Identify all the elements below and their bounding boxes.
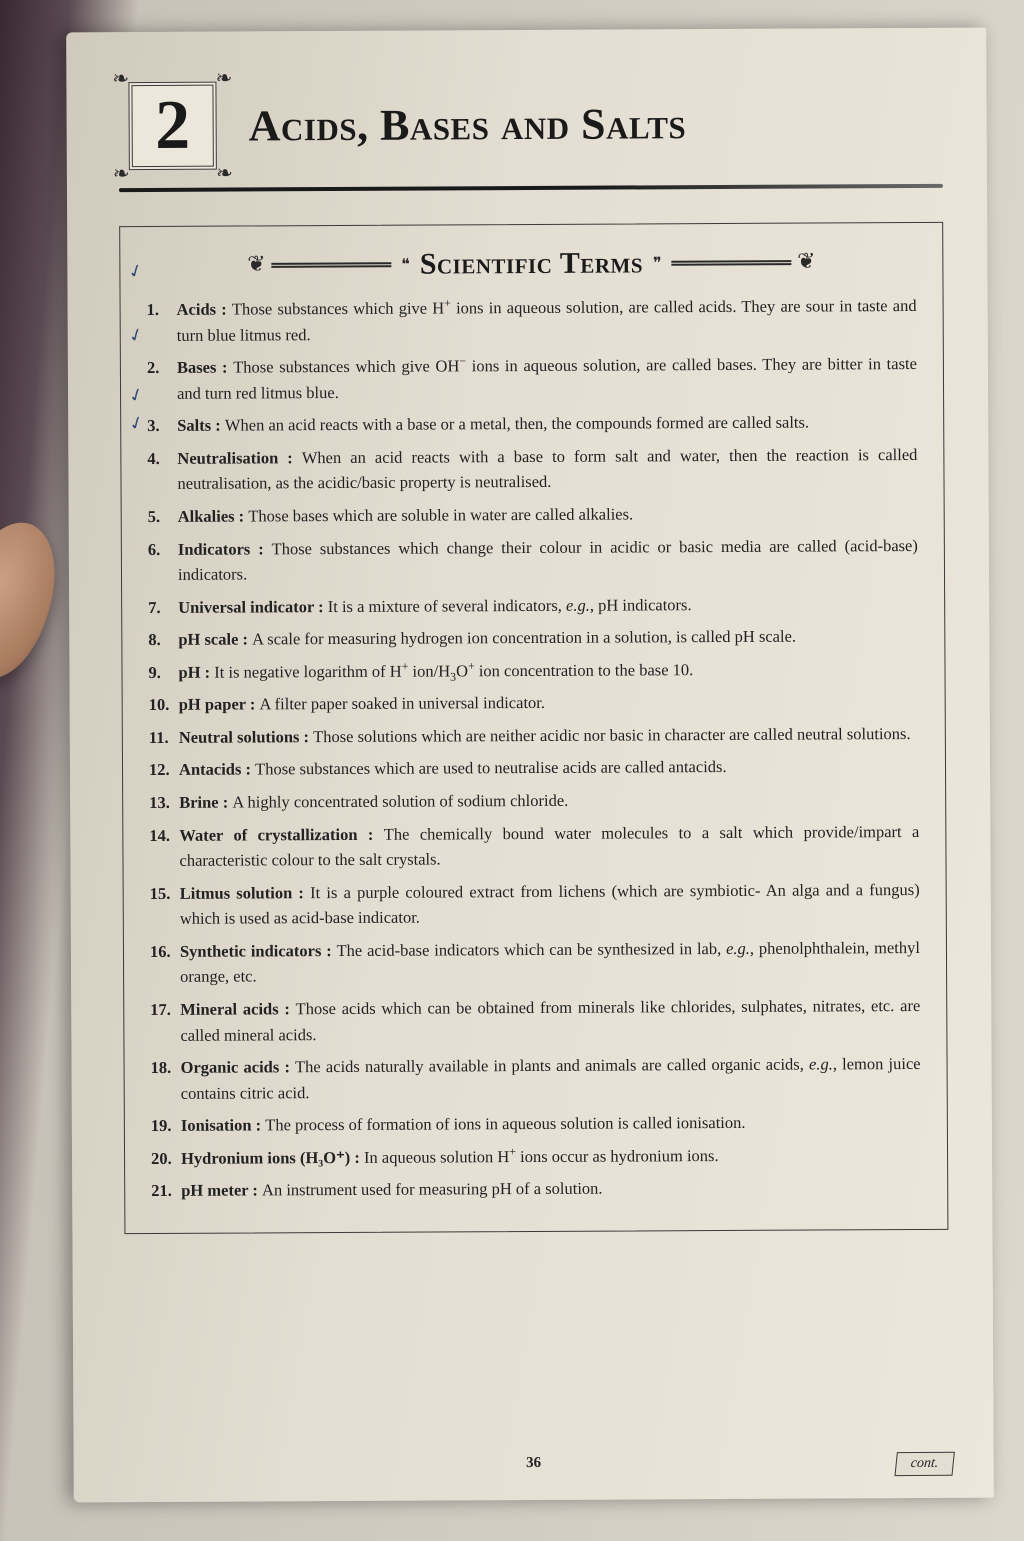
quote-mark-icon: ❝ — [401, 255, 410, 275]
term-item: pH : It is negative logarithm of H+ ion/… — [148, 656, 918, 686]
term-definition: Those substances which give H+ ions in a… — [177, 296, 917, 344]
term-item: Bases : Those substances which give OH− … — [147, 351, 917, 406]
term-name: Alkalies : — [178, 506, 249, 525]
term-definition: An instrument used for measuring pH of a… — [262, 1179, 603, 1200]
term-name: Water of crystallization : — [179, 824, 384, 844]
term-definition: Those substances which change their colo… — [178, 535, 918, 583]
term-definition: Those bases which are soluble in water a… — [248, 504, 633, 525]
term-name: Universal indicator : — [178, 597, 328, 617]
term-name: Antacids : — [179, 760, 255, 779]
section-title: Scientific Terms — [420, 246, 643, 281]
term-name: Organic acids : — [181, 1057, 296, 1077]
term-definition: It is negative logarithm of H+ ion/H3O+ … — [214, 660, 693, 682]
term-item: Ionisation : The process of formation of… — [151, 1109, 921, 1139]
term-definition: A highly concentrated solution of sodium… — [232, 791, 568, 812]
term-item: Synthetic indicators : The acid-base ind… — [150, 935, 920, 990]
page-footer: 36 — [74, 1453, 994, 1475]
quote-mark-icon: ❞ — [653, 253, 662, 273]
term-name: Mineral acids : — [180, 999, 295, 1019]
term-item: Hydronium ions (H₃O⁺) : In aqueous solut… — [151, 1142, 921, 1172]
term-definition: Those substances which give OH− ions in … — [177, 354, 917, 402]
term-name: Neutral solutions : — [179, 727, 313, 747]
term-definition: When an acid reacts with a base or a met… — [225, 413, 809, 435]
horizontal-rule — [119, 184, 943, 192]
term-name: Brine : — [179, 793, 232, 812]
section-header: ❝ Scientific Terms ❞ — [146, 245, 916, 283]
term-item: Brine : A highly concentrated solution o… — [149, 786, 919, 816]
term-name: Indicators : — [178, 539, 272, 558]
term-item: pH paper : A filter paper soaked in univ… — [149, 688, 919, 718]
continued-tab: cont. — [895, 1452, 955, 1476]
term-item: Acids : Those substances which give H+ i… — [147, 293, 917, 348]
term-item: Litmus solution : It is a purple coloure… — [150, 877, 920, 932]
term-name: pH : — [178, 662, 214, 681]
term-item: Neutralisation : When an acid reacts wit… — [147, 442, 917, 497]
term-item: pH meter : An instrument used for measur… — [151, 1174, 921, 1204]
term-definition: It is a mixture of several indicators, e… — [328, 595, 692, 616]
hand-holding-page — [0, 510, 73, 690]
term-item: Organic acids : The acids naturally avai… — [151, 1051, 921, 1106]
chapter-header: ❧ ❧ ❧ ❧ 2 Acids, Bases and Salts — [118, 68, 943, 180]
term-name: Ionisation : — [181, 1116, 265, 1135]
term-definition: The process of formation of ions in aque… — [265, 1113, 745, 1135]
scientific-terms-box: ✓ ✓ ✓ ✓ ❝ Scientific Terms ❞ Acids : Tho… — [119, 222, 948, 1234]
handwritten-tick-icon: ✓ — [125, 259, 146, 284]
term-item: Antacids : Those substances which are us… — [149, 753, 919, 783]
term-name: Hydronium ions (H₃O⁺) : — [181, 1148, 364, 1168]
term-name: Acids : — [177, 300, 232, 319]
term-definition: A filter paper soaked in universal indic… — [259, 693, 545, 713]
term-name: pH paper : — [179, 695, 260, 714]
handwritten-tick-icon: ✓ — [126, 323, 147, 348]
ornament-line-icon — [672, 253, 792, 274]
textbook-page: ❧ ❧ ❧ ❧ 2 Acids, Bases and Salts ✓ ✓ ✓ ✓… — [66, 28, 994, 1503]
term-definition: Those solutions which are neither acidic… — [313, 724, 911, 746]
term-item: Neutral solutions : Those solutions whic… — [149, 721, 919, 751]
term-item: Alkalies : Those bases which are soluble… — [148, 500, 918, 530]
handwritten-tick-icon: ✓ — [126, 411, 147, 436]
chapter-badge: ❧ ❧ ❧ ❧ 2 — [118, 72, 227, 181]
term-item: Universal indicator : It is a mixture of… — [148, 591, 918, 621]
term-item: Salts : When an acid reacts with a base … — [147, 409, 917, 439]
term-name: Synthetic indicators : — [180, 941, 337, 961]
chapter-title: Acids, Bases and Salts — [249, 98, 687, 151]
page-number: 36 — [526, 1455, 541, 1472]
term-item: Indicators : Those substances which chan… — [148, 532, 918, 587]
term-definition: In aqueous solution H+ ions occur as hyd… — [364, 1146, 719, 1167]
term-item: Water of crystallization : The chemicall… — [149, 819, 919, 874]
term-name: Salts : — [177, 416, 225, 435]
term-name: Neutralisation : — [177, 448, 302, 468]
term-item: Mineral acids : Those acids which can be… — [150, 993, 920, 1048]
term-name: pH scale : — [178, 630, 252, 649]
term-name: pH meter : — [181, 1181, 262, 1200]
chapter-number: 2 — [118, 72, 227, 181]
term-name: Bases : — [177, 358, 233, 377]
term-name: Litmus solution : — [180, 883, 311, 903]
ornament-line-icon — [271, 255, 391, 276]
terms-list: Acids : Those substances which give H+ i… — [147, 293, 922, 1204]
term-item: pH scale : A scale for measuring hydroge… — [148, 623, 918, 653]
term-definition: A scale for measuring hydrogen ion conce… — [252, 627, 796, 649]
handwritten-tick-icon: ✓ — [126, 383, 147, 408]
term-definition: Those substances which are used to neutr… — [255, 757, 727, 778]
